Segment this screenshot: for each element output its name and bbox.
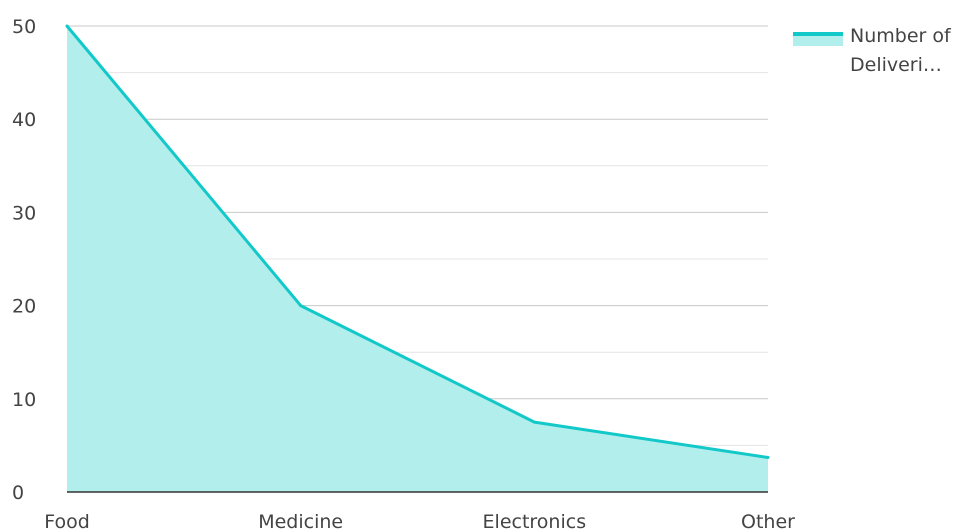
data-point-food [65,24,69,28]
x-tick-label: Other [741,511,795,531]
legend-label-series-1: Number of Deliveri… [850,25,951,76]
x-axis-tick-labels: Food Medicine Electronics Other [44,511,795,531]
y-tick-label: 20 [12,296,36,318]
legend: Number of Deliveri… [793,22,958,80]
y-tick-label: 50 [12,16,36,38]
line-series-1 [65,25,769,459]
x-tick-label: Food [44,511,90,531]
y-tick-label: 0 [12,482,24,504]
x-tick-label: Electronics [483,511,587,531]
data-point-electronics [532,420,536,424]
y-tick-label: 10 [12,389,36,411]
legend-swatch [793,32,843,46]
area-fill-series-1 [67,26,768,492]
data-point-other [766,456,770,460]
x-tick-label: Medicine [258,511,343,531]
data-point-medicine [299,304,303,308]
y-tick-label: 30 [12,202,36,224]
y-tick-label: 40 [12,109,36,131]
y-axis-tick-labels: 0 10 20 30 40 50 [12,16,36,504]
